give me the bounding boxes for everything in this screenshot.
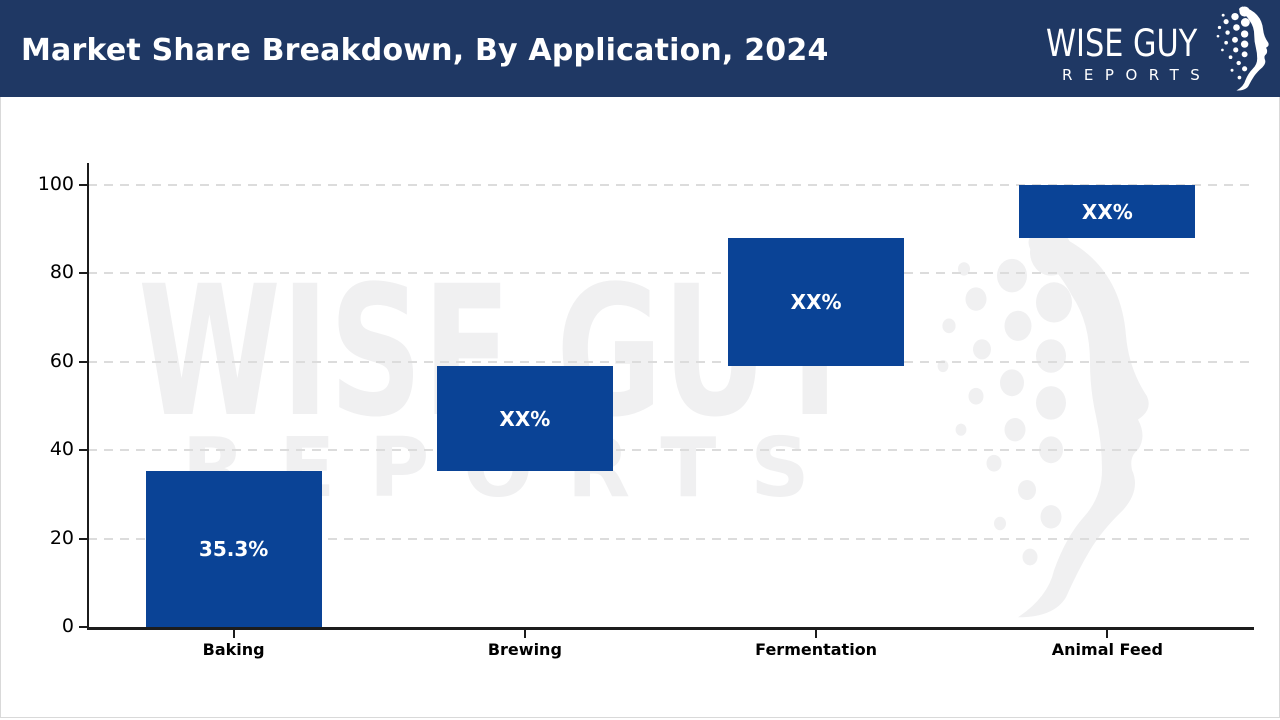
logo-wordmark: WISE GUY: [1046, 22, 1198, 65]
logo-subtitle: REPORTS: [1062, 66, 1212, 84]
gridline-y40: [88, 449, 1253, 452]
frame-border-bottom: [0, 717, 1280, 718]
ytick-mark-60: [79, 360, 88, 363]
ytick-label-0: 0: [61, 615, 74, 637]
ytick-label-100: 100: [37, 173, 74, 195]
bar-animal-feed: XX%: [1019, 185, 1196, 239]
ytick-mark-100: [79, 184, 88, 186]
category-label: Fermentation: [755, 640, 878, 659]
bar-fermentation: XX%: [728, 238, 905, 367]
ytick-mark-40: [79, 449, 88, 452]
ytick-label-20: 20: [49, 526, 74, 549]
xtick-mark-2: [815, 630, 818, 638]
bar-baking: 35.3%: [145, 470, 322, 627]
chart-title: Market Share Breakdown, By Application, …: [21, 33, 829, 68]
xtick-mark-1: [523, 630, 526, 638]
gridline-y100: [88, 184, 1253, 186]
bar-value-label: XX%: [1081, 199, 1133, 224]
gridline-y80: [88, 272, 1253, 275]
xtick-mark-0: [232, 630, 235, 638]
ytick-mark-0: [79, 626, 88, 628]
category-label: Brewing: [487, 640, 562, 659]
ytick-mark-80: [79, 272, 88, 275]
category-label: Baking: [202, 640, 265, 659]
gridline-y60: [88, 360, 1253, 363]
y-axis-line: [87, 163, 89, 629]
ytick-label-80: 80: [49, 261, 74, 284]
xtick-mark-3: [1106, 630, 1109, 638]
bar-brewing: XX%: [436, 366, 613, 471]
category-label: Animal Feed: [1051, 640, 1163, 659]
gridline-y20: [88, 537, 1253, 540]
wise-guy-logo: WISE GUY REPORTS: [1010, 0, 1280, 97]
ytick-mark-20: [79, 537, 88, 540]
logo-head-icon: [1216, 6, 1269, 91]
bar-value-label: XX%: [499, 406, 551, 431]
frame-border-left: [0, 97, 1, 717]
ytick-label-60: 60: [49, 349, 74, 372]
header-bar: Market Share Breakdown, By Application, …: [0, 0, 1280, 97]
bar-value-label: 35.3%: [198, 536, 269, 561]
ytick-label-40: 40: [49, 438, 74, 461]
watermark-head-icon: [937, 228, 1149, 618]
x-axis-line: [87, 627, 1254, 630]
bar-value-label: XX%: [790, 290, 842, 315]
